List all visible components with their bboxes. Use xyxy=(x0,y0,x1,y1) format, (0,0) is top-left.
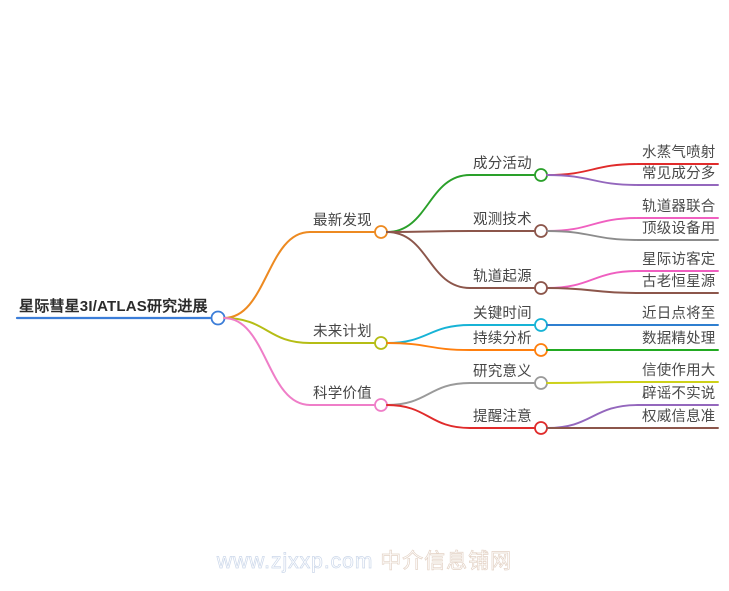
leaf-label-0-2-1[interactable]: 古老恒星源 xyxy=(642,274,716,290)
leaf-label-1-1-0[interactable]: 数据精处理 xyxy=(642,331,716,347)
leaf-label-0-1-0[interactable]: 轨道器联合 xyxy=(642,199,716,215)
subnode-label-0-1[interactable]: 观测技术 xyxy=(473,212,532,228)
branch-node-label-0[interactable]: 最新发现 xyxy=(313,213,372,229)
watermark-site: 中介信息铺网 xyxy=(380,550,513,574)
subnode-label-2-1[interactable]: 提醒注意 xyxy=(473,409,532,425)
branch-node-label-2[interactable]: 科学价值 xyxy=(313,386,372,402)
leaf-label-0-2-0[interactable]: 星际访客定 xyxy=(642,252,716,268)
subnode-label-0-2[interactable]: 轨道起源 xyxy=(473,269,532,285)
leaf-label-1-0-0[interactable]: 近日点将至 xyxy=(642,306,716,322)
leaf-label-0-0-1[interactable]: 常见成分多 xyxy=(642,166,716,182)
leaf-label-2-0-0[interactable]: 信使作用大 xyxy=(642,363,716,379)
leaf-label-0-0-0[interactable]: 水蒸气喷射 xyxy=(642,145,716,161)
subnode-label-2-0[interactable]: 研究意义 xyxy=(473,364,532,380)
branch-node-label-1[interactable]: 未来计划 xyxy=(313,324,372,340)
leaf-label-0-1-1[interactable]: 顶级设备用 xyxy=(642,221,716,237)
watermark-url: www.zjxxp.com xyxy=(216,550,374,574)
subnode-label-1-0[interactable]: 关键时间 xyxy=(473,306,532,322)
leaf-label-2-1-1[interactable]: 权威信息准 xyxy=(642,409,716,425)
leaf-label-2-1-0[interactable]: 辟谣不实说 xyxy=(642,386,716,402)
root-node-label[interactable]: 星际彗星3I/ATLAS研究进展 xyxy=(19,298,208,315)
watermark: www.zjxxp.com 中介信息铺网 xyxy=(0,548,729,576)
subnode-label-1-1[interactable]: 持续分析 xyxy=(473,331,532,347)
subnode-label-0-0[interactable]: 成分活动 xyxy=(473,156,532,172)
